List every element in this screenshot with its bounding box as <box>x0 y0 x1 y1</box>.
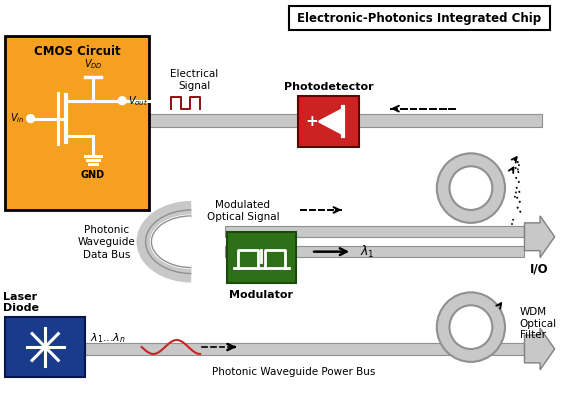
Text: Modulated
Optical Signal: Modulated Optical Signal <box>207 200 279 222</box>
Text: Electrical
Signal: Electrical Signal <box>170 69 218 91</box>
Circle shape <box>449 166 492 210</box>
Circle shape <box>27 114 34 123</box>
Text: Laser
Diode: Laser Diode <box>3 292 39 313</box>
Polygon shape <box>319 109 343 135</box>
Bar <box>289 6 550 30</box>
Text: $V_{out}$: $V_{out}$ <box>128 94 148 108</box>
Bar <box>227 232 296 283</box>
Text: Electronic-Photonics Integrated Chip: Electronic-Photonics Integrated Chip <box>297 12 541 25</box>
Text: WDM
Optical
Filter: WDM Optical Filter <box>520 307 557 341</box>
Text: CMOS Circuit: CMOS Circuit <box>34 45 120 58</box>
Text: +: + <box>305 114 319 129</box>
Text: $\lambda_1$: $\lambda_1$ <box>360 243 375 260</box>
Text: Photonic Waveguide Power Bus: Photonic Waveguide Power Bus <box>212 367 375 377</box>
Bar <box>226 246 525 257</box>
Text: Modulator: Modulator <box>230 291 293 300</box>
Text: Photonic
Waveguide
Data Bus: Photonic Waveguide Data Bus <box>78 225 135 260</box>
Polygon shape <box>525 216 554 258</box>
Text: GND: GND <box>81 170 105 180</box>
Bar <box>150 114 542 127</box>
Bar <box>5 36 150 210</box>
Text: $\lambda_1$...$\lambda_n$: $\lambda_1$...$\lambda_n$ <box>90 331 126 345</box>
Bar <box>85 343 525 355</box>
Circle shape <box>437 292 505 362</box>
Text: $V_{DD}$: $V_{DD}$ <box>83 57 102 71</box>
Bar <box>299 96 359 147</box>
Polygon shape <box>525 328 554 370</box>
Circle shape <box>118 97 126 105</box>
Text: $V_{in}$: $V_{in}$ <box>10 112 25 125</box>
Bar <box>5 317 85 377</box>
Text: I/O: I/O <box>530 263 548 276</box>
Circle shape <box>437 153 505 223</box>
Circle shape <box>449 305 492 349</box>
Text: Photodetector: Photodetector <box>284 82 373 92</box>
Bar <box>226 226 525 237</box>
